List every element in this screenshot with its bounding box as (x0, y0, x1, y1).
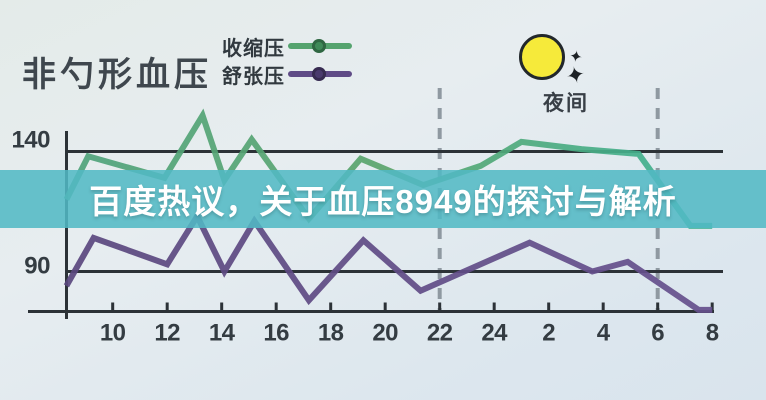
x-tick-label-8: 8 (706, 320, 719, 347)
x-tick-label-10: 10 (100, 320, 126, 347)
x-tick-label-2: 2 (542, 320, 555, 347)
x-tick-label-6: 6 (651, 320, 664, 347)
legend-label-systolic: 收缩压 (222, 37, 285, 60)
systolic-line-swatch (288, 39, 352, 53)
night-label: 夜间 (543, 92, 589, 115)
y-axis-label-140: 140 (11, 127, 50, 154)
x-tick-label-18: 18 (318, 320, 344, 347)
x-tick-label-20: 20 (372, 320, 398, 347)
series-line-systolic (63, 108, 713, 229)
diastolic-dot-icon (312, 67, 326, 81)
headline-banner: 百度热议，关于血压8949的探讨与解析 (0, 170, 766, 228)
moon-icon (519, 34, 565, 80)
x-tick-label-14: 14 (209, 320, 236, 347)
x-tick-label-24: 24 (481, 320, 508, 347)
x-tick-label-4: 4 (597, 320, 611, 347)
x-tick-label-16: 16 (263, 320, 289, 347)
series-line-diastolic (63, 210, 713, 313)
page-title: 非勺形血压 (22, 56, 212, 94)
diastolic-line-swatch (288, 67, 352, 81)
headline-text: 百度热议，关于血压8949的探讨与解析 (89, 183, 677, 220)
legend-label-diastolic: 舒张压 (222, 65, 285, 88)
x-tick-label-12: 12 (154, 320, 180, 347)
legend: 收缩压 舒张压 (222, 35, 352, 88)
legend-item-systolic: 收缩压 (222, 35, 352, 60)
systolic-dot-icon (312, 39, 326, 53)
legend-item-diastolic: 舒张压 (222, 63, 352, 88)
x-tick-label-22: 22 (427, 320, 453, 347)
y-axis-label-90: 90 (24, 253, 50, 280)
